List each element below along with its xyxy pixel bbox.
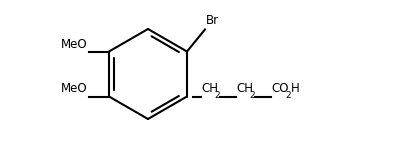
Text: CH: CH [236,82,253,94]
Text: 2: 2 [285,90,291,100]
Text: MeO: MeO [60,83,87,96]
Text: 2: 2 [249,90,255,100]
Text: CO: CO [271,82,289,94]
Text: 2: 2 [214,90,220,100]
Text: CH: CH [201,82,218,94]
Text: H: H [291,82,300,94]
Text: Br: Br [206,14,219,28]
Text: MeO: MeO [60,38,87,51]
